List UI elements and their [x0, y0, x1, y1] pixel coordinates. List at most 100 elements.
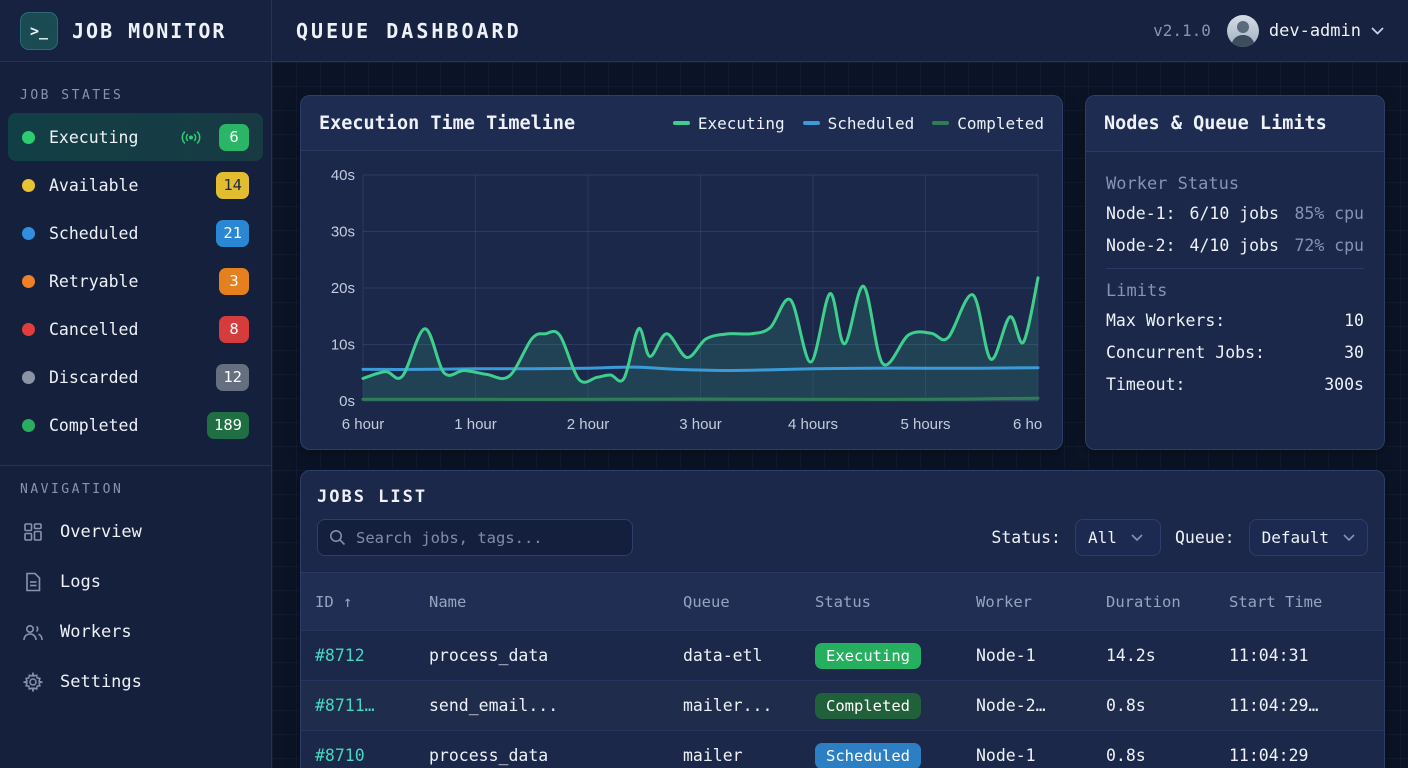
job-queue: mailer [683, 746, 743, 765]
user-name: dev-admin [1268, 20, 1361, 41]
status-filter-select[interactable]: All [1074, 519, 1161, 556]
limit-label: Concurrent Jobs: [1106, 343, 1265, 362]
state-count-badge: 8 [219, 315, 249, 343]
app-title: JOB MONITOR [72, 18, 227, 43]
sidebar-nav-item[interactable]: Overview [0, 507, 271, 557]
svg-text:4 hours: 4 hours [788, 416, 838, 433]
nav-item-label: Overview [60, 522, 142, 542]
state-count-badge: 14 [216, 171, 249, 199]
limit-value: 30 [1344, 343, 1364, 362]
svg-text:3 hour: 3 hour [679, 416, 722, 433]
live-signal-icon [179, 130, 203, 145]
column-header[interactable]: Duration [1106, 592, 1181, 611]
sidebar-state-item[interactable]: Completed 189 [8, 401, 263, 449]
legend-item: Executing [672, 114, 785, 133]
table-row[interactable]: #8712 process_data data-etl Executing No… [301, 630, 1384, 680]
column-header[interactable]: Queue [683, 592, 730, 611]
chart-legend: Executing Scheduled Completed [672, 114, 1044, 133]
limits-label: Limits [1106, 281, 1168, 301]
svg-text:0s: 0s [339, 393, 355, 410]
queue-filter-value: Default [1261, 528, 1329, 547]
state-color-dot [22, 226, 35, 240]
version-label: v2.1.0 [1153, 21, 1211, 40]
state-count-badge: 12 [216, 363, 249, 391]
job-start-time: 11:04:31 [1229, 646, 1309, 665]
timeline-chart-svg: 0s 10s 20s 30s 40s 6 hour 1 hour 2 hour 3 hour 4 … [331, 167, 1063, 433]
jobs-table-header: ID ↑ Name Queue Status Worker Duration Start T… [301, 572, 1384, 630]
limit-label: Max Workers: [1106, 311, 1226, 330]
limit-row: Max Workers: 10 [1106, 311, 1364, 330]
search-input[interactable] [317, 519, 633, 556]
svg-text:2 hour: 2 hour [567, 416, 610, 433]
sidebar-state-item[interactable]: Available 14 [8, 161, 263, 209]
chart-title: Execution Time Timeline [319, 112, 576, 134]
sidebar-state-item[interactable]: Executing 6 [8, 113, 263, 161]
column-header[interactable]: Start Time [1229, 592, 1323, 611]
search-icon [329, 529, 346, 550]
svg-text:1 hour: 1 hour [454, 416, 497, 433]
legend-item: Scheduled [802, 114, 914, 133]
app-header: >_ JOB MONITOR QUEUE DASHBOARD v2.1.0 de… [0, 0, 1408, 62]
job-id-link[interactable]: #8710 [315, 746, 365, 765]
logo-glyph: >_ [29, 21, 49, 40]
legend-item: Completed [932, 114, 1044, 133]
sidebar-state-item[interactable]: Scheduled 21 [8, 209, 263, 257]
job-id-link[interactable]: #8711… [315, 696, 375, 715]
svg-text:40s: 40s [331, 167, 355, 184]
column-header[interactable]: Status [815, 592, 871, 611]
user-menu[interactable]: dev-admin [1226, 14, 1384, 47]
table-row[interactable]: #8710 process_data mailer Scheduled Node… [301, 730, 1384, 768]
column-header[interactable]: Name [429, 592, 467, 611]
job-duration: 14.2s [1106, 646, 1156, 665]
state-count-badge: 6 [219, 123, 249, 151]
job-duration: 0.8s [1106, 696, 1146, 715]
state-color-dot [22, 130, 35, 144]
avatar [1226, 14, 1259, 47]
job-queue: data-etl [683, 646, 763, 665]
nav-item-label: Settings [60, 672, 142, 692]
job-name: send_email... [429, 696, 559, 715]
execution-timeline-panel: Execution Time Timeline Executing Schedul… [300, 95, 1063, 450]
job-name: process_data [429, 746, 549, 765]
chevron-down-icon [1131, 534, 1143, 541]
job-id-link[interactable]: #8712 [315, 646, 365, 665]
state-label: Cancelled [49, 319, 139, 339]
job-states-list: Executing 6 Available 14 Scheduled 21 Re… [0, 113, 271, 449]
state-color-dot [22, 322, 35, 336]
limit-row: Concurrent Jobs: 30 [1106, 343, 1364, 362]
svg-text:20s: 20s [331, 280, 355, 297]
sidebar-nav-item[interactable]: Logs [0, 557, 271, 607]
users-icon [22, 623, 44, 641]
node-name: Node-2: [1106, 236, 1176, 255]
state-color-dot [22, 274, 35, 288]
node-jobs: 6/10 jobs [1189, 204, 1279, 223]
table-row[interactable]: #8711… send_email... mailer... Completed… [301, 680, 1384, 730]
sidebar-nav-item[interactable]: Workers [0, 607, 271, 657]
sidebar-state-item[interactable]: Discarded 12 [8, 353, 263, 401]
sidebar-state-item[interactable]: Retryable 3 [8, 257, 263, 305]
nodes-panel-title: Nodes & Queue Limits [1104, 113, 1327, 134]
nav-item-label: Logs [60, 572, 101, 592]
state-label: Discarded [49, 367, 139, 387]
job-states-section-label: JOB STATES [20, 88, 124, 103]
chevron-down-icon [1343, 534, 1355, 541]
nodes-queue-limits-panel: Nodes & Queue Limits Worker Status Node-… [1085, 95, 1385, 450]
job-status-badge: Completed [815, 692, 921, 719]
svg-text:6 hour: 6 hour [342, 416, 385, 433]
legend-swatch [672, 121, 690, 125]
queue-filter-select[interactable]: Default [1248, 519, 1368, 556]
sidebar: JOB STATES Executing 6 Available 14 Sche… [0, 62, 272, 768]
state-label: Available [49, 175, 139, 195]
legend-label: Completed [957, 113, 1044, 133]
sidebar-state-item[interactable]: Cancelled 8 [8, 305, 263, 353]
job-queue: mailer... [683, 696, 773, 715]
limit-value: 300s [1324, 375, 1364, 394]
limit-value: 10 [1344, 311, 1364, 330]
column-header[interactable]: Worker [976, 592, 1032, 611]
sidebar-nav-item[interactable]: Settings [0, 657, 271, 707]
document-icon [22, 572, 44, 592]
page-title: QUEUE DASHBOARD [296, 18, 522, 43]
column-header[interactable]: ID ↑ [315, 592, 353, 611]
status-filter-value: All [1087, 528, 1117, 547]
job-start-time: 11:04:29 [1229, 746, 1309, 765]
